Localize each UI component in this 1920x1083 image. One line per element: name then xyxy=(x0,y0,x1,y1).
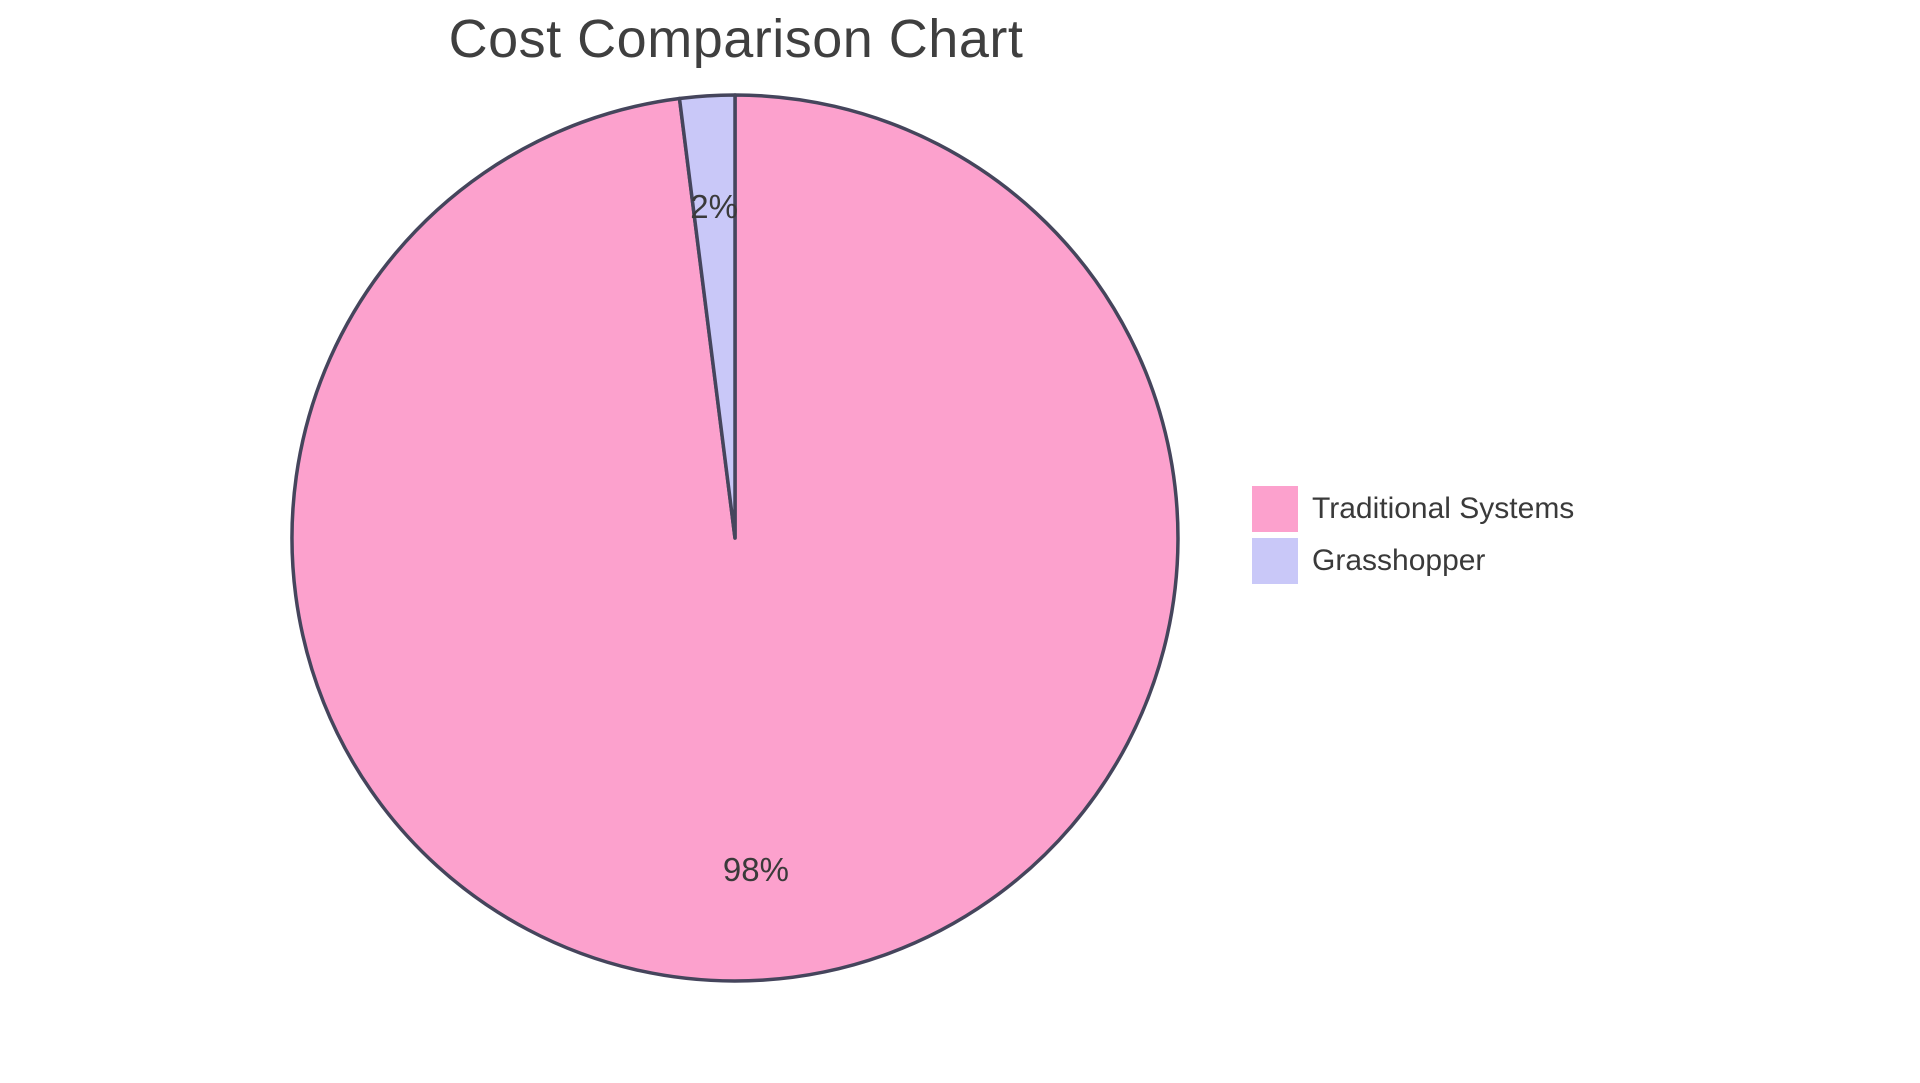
legend-swatch-grasshopper xyxy=(1252,538,1298,584)
legend-item-traditional-systems[interactable]: Traditional Systems xyxy=(1252,486,1574,532)
legend-label-traditional-systems: Traditional Systems xyxy=(1312,492,1575,525)
legend-label-grasshopper: Grasshopper xyxy=(1312,544,1486,577)
legend-item-grasshopper[interactable]: Grasshopper xyxy=(1252,538,1574,584)
pie-value-label-traditional-systems: 98% xyxy=(723,851,789,888)
legend: Traditional Systems Grasshopper xyxy=(1252,486,1574,584)
legend-swatch-traditional-systems xyxy=(1252,486,1298,532)
chart-title: Cost Comparison Chart xyxy=(448,9,1024,69)
pie-value-label-grasshopper: 2% xyxy=(690,188,738,225)
pie-slice-grasshopper[interactable] xyxy=(677,93,737,540)
